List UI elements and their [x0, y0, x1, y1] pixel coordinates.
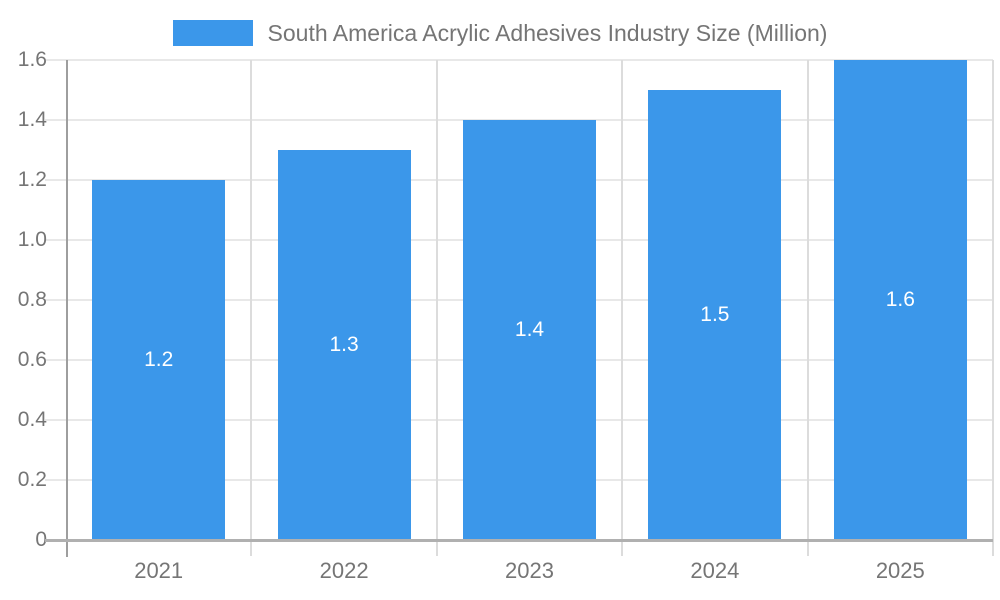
bar-2024[interactable]: 1.5: [648, 90, 782, 540]
bar-value-label: 1.2: [144, 348, 174, 371]
y-axis-tick-label: 0.4: [17, 408, 47, 431]
y-axis-tick-label: 1.2: [17, 168, 47, 191]
bar-value-label: 1.4: [514, 318, 545, 341]
bar-2023[interactable]: 1.4: [463, 120, 596, 540]
bar-value-label: 1.5: [700, 303, 730, 326]
x-axis-tick-label: 2021: [134, 558, 184, 583]
legend-label: South America Acrylic Adhesives Industry…: [267, 20, 828, 46]
y-axis-tick-label: 0.8: [17, 288, 47, 311]
category-boundary-gridline: [621, 60, 624, 556]
y-axis-tick-label: 0.6: [17, 348, 47, 371]
x-axis-labels: 2021 2022 2023 2024 2025: [66, 558, 993, 588]
y-axis-line: [66, 60, 68, 557]
category-boundary-gridline: [435, 60, 438, 556]
bar-2022[interactable]: 1.3: [277, 150, 411, 540]
y-axis-tick-label: 1.6: [17, 48, 47, 71]
category-boundary-gridline: [806, 60, 809, 556]
gridline: [45, 59, 993, 61]
y-axis-tick-label: 1.0: [17, 228, 47, 251]
x-axis-tick-label: 2024: [690, 558, 740, 583]
category-boundary-gridline: [250, 60, 253, 556]
y-axis-tick-label: 0.2: [17, 468, 47, 491]
x-axis-tick-label: 2022: [319, 558, 369, 583]
category-boundary-gridline: [992, 60, 994, 556]
bar-2021[interactable]: 1.2: [92, 180, 226, 540]
legend-swatch: [172, 20, 253, 46]
bar-value-label: 1.3: [329, 333, 359, 356]
bar-2025[interactable]: 1.6: [833, 60, 967, 540]
y-axis-tick-label: 1.4: [17, 108, 47, 131]
bar-value-label: 1.6: [885, 288, 915, 311]
y-axis-labels: 1.6 1.4 1.2 1.0 0.8 0.6 0.4 0.2 0: [0, 48, 47, 551]
y-axis-tick-label: 0: [35, 528, 47, 551]
x-axis-line: [45, 539, 993, 542]
x-axis-tick-label: 2023: [505, 558, 554, 583]
plot-area: 1.2 1.3 1.4 1.5 1.6: [45, 59, 994, 557]
x-axis-tick-label: 2025: [875, 558, 925, 583]
legend[interactable]: South America Acrylic Adhesives Industry…: [0, 20, 1000, 46]
